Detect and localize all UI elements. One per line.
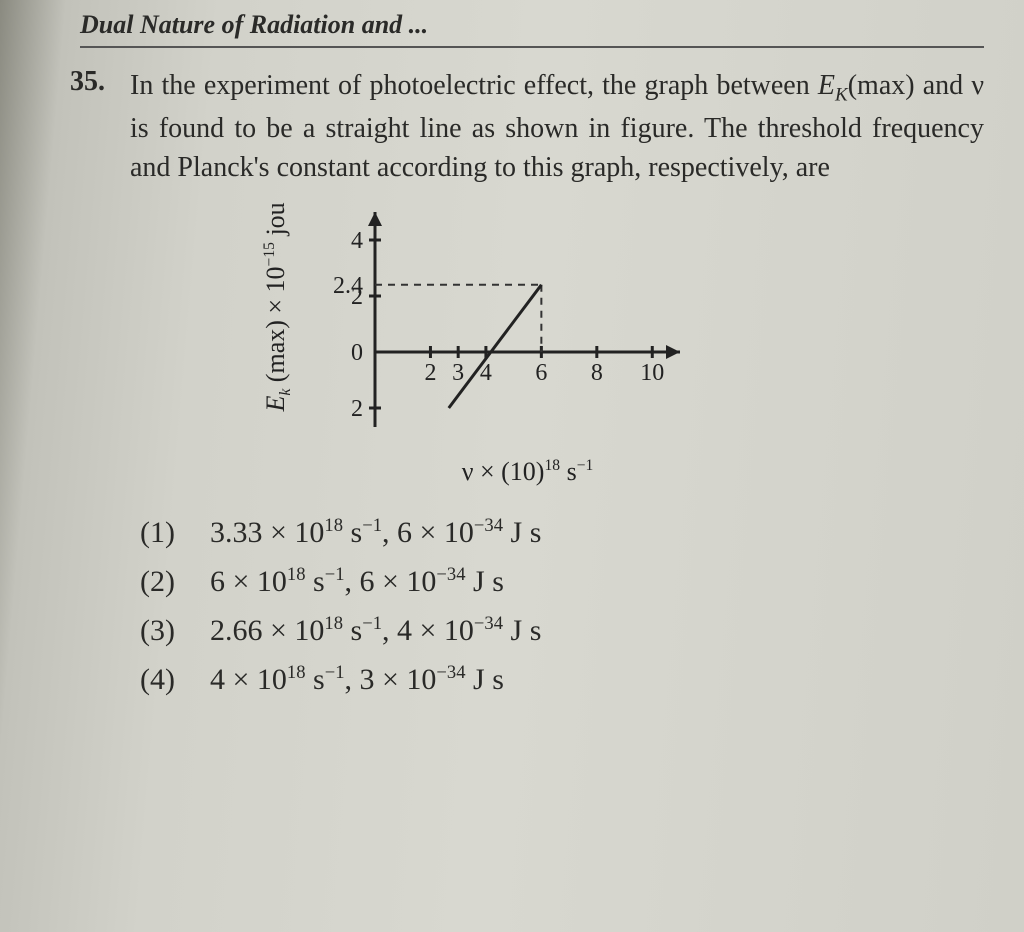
opt-unit: s [306, 565, 325, 598]
option-value: 2.66 × 1018 s−1, 4 × 10−34 J s [210, 613, 541, 648]
svg-text:Ek (max) × 10−15 joule: Ek (max) × 10−15 joule [261, 202, 294, 413]
chapter-header: Dual Nature of Radiation and ... [80, 10, 984, 48]
svg-text:2.4: 2.4 [333, 273, 363, 299]
opt-coef2: 6 × 10 [397, 516, 474, 549]
opt-sep: , [345, 565, 360, 598]
question-var-sub: K [835, 85, 848, 106]
question-var-E: E [818, 70, 835, 101]
svg-text:8: 8 [591, 360, 603, 386]
opt-unit: s [343, 614, 362, 647]
options-list: (1) 3.33 × 1018 s−1, 6 × 10−34 J s (2) 6… [140, 515, 984, 697]
opt-exp2: −34 [474, 515, 503, 536]
opt-unit2: J s [466, 663, 504, 696]
opt-coef: 3.33 × 10 [210, 516, 324, 549]
opt-coef: 2.66 × 10 [210, 614, 324, 647]
opt-unit-exp: −1 [325, 564, 345, 585]
opt-exp2: −34 [436, 662, 465, 683]
opt-unit-exp: −1 [362, 515, 382, 536]
svg-text:2: 2 [351, 396, 363, 422]
opt-exp2: −34 [436, 564, 465, 585]
opt-unit-exp: −1 [325, 662, 345, 683]
option-num: (3) [140, 614, 210, 648]
svg-text:4: 4 [351, 228, 363, 254]
opt-coef2: 4 × 10 [397, 614, 474, 647]
option-3[interactable]: (3) 2.66 × 1018 s−1, 4 × 10−34 J s [140, 613, 984, 648]
opt-sep: , [345, 663, 360, 696]
graph: 23468102022.44ν × (10)18 s−1Ek (max) × 1… [260, 202, 690, 492]
opt-unit: s [343, 516, 362, 549]
opt-exp: 18 [287, 662, 306, 683]
figure-wrap: 23468102022.44ν × (10)18 s−1Ek (max) × 1… [260, 202, 984, 497]
question-text-p1: In the experiment of photoelectric effec… [130, 70, 818, 101]
opt-coef2: 6 × 10 [360, 565, 437, 598]
opt-exp2: −34 [474, 613, 503, 634]
question-number: 35. [70, 66, 130, 98]
svg-text:10: 10 [640, 360, 664, 386]
option-num: (4) [140, 663, 210, 697]
svg-text:2: 2 [424, 360, 436, 386]
svg-text:0: 0 [351, 340, 363, 366]
option-4[interactable]: (4) 4 × 1018 s−1, 3 × 10−34 J s [140, 662, 984, 697]
opt-coef: 6 × 10 [210, 565, 287, 598]
option-value: 6 × 1018 s−1, 6 × 10−34 J s [210, 564, 504, 599]
opt-exp: 18 [324, 613, 343, 634]
option-num: (2) [140, 565, 210, 599]
chapter-title: Dual Nature of Radiation and ... [80, 10, 428, 39]
svg-text:ν × (10)18 s−1: ν × (10)18 s−1 [462, 457, 594, 486]
opt-unit-exp: −1 [362, 613, 382, 634]
question-row: 35. In the experiment of photoelectric e… [70, 66, 984, 188]
opt-exp: 18 [324, 515, 343, 536]
option-value: 4 × 1018 s−1, 3 × 10−34 J s [210, 662, 504, 697]
option-2[interactable]: (2) 6 × 1018 s−1, 6 × 10−34 J s [140, 564, 984, 599]
question-text: In the experiment of photoelectric effec… [130, 66, 984, 188]
page: Dual Nature of Radiation and ... 35. In … [0, 0, 1024, 932]
opt-unit: s [306, 663, 325, 696]
opt-unit2: J s [503, 614, 541, 647]
svg-text:3: 3 [452, 360, 464, 386]
svg-text:6: 6 [535, 360, 547, 386]
opt-unit2: J s [466, 565, 504, 598]
opt-coef2: 3 × 10 [360, 663, 437, 696]
option-value: 3.33 × 1018 s−1, 6 × 10−34 J s [210, 515, 541, 550]
opt-exp: 18 [287, 564, 306, 585]
opt-unit2: J s [503, 516, 541, 549]
opt-sep: , [382, 614, 397, 647]
opt-sep: , [382, 516, 397, 549]
option-1[interactable]: (1) 3.33 × 1018 s−1, 6 × 10−34 J s [140, 515, 984, 550]
option-num: (1) [140, 516, 210, 550]
opt-coef: 4 × 10 [210, 663, 287, 696]
